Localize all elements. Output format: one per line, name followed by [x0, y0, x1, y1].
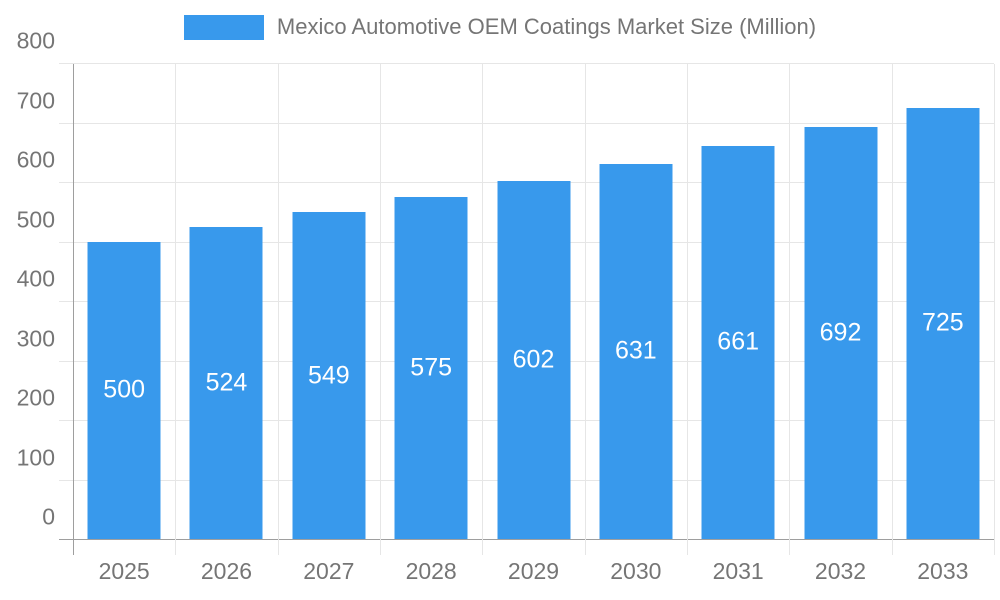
- bar: 575: [394, 196, 468, 539]
- bar: 524: [189, 227, 263, 539]
- y-tick-label: 0: [42, 503, 55, 530]
- bar: 500: [87, 241, 161, 539]
- y-tick-label: 600: [16, 146, 55, 173]
- x-tick-label: 2029: [507, 558, 560, 584]
- gridline-vertical: [482, 64, 484, 555]
- gridline-vertical: [686, 64, 688, 555]
- bar: 549: [292, 212, 366, 539]
- bar-value-label: 549: [307, 361, 350, 390]
- plot-area: 0 100 200 300 400 500 600 700 800 500 2025 524 2026 5…: [17, 29, 995, 583]
- x-tick-label: 2030: [610, 558, 662, 584]
- bar-value-label: 602: [512, 345, 555, 374]
- x-tick-label: 2026: [200, 558, 253, 584]
- bar-value-label: 575: [410, 353, 453, 382]
- legend-swatch-icon: [183, 14, 264, 40]
- bar-value-label: 631: [614, 336, 657, 365]
- y-tick-label: 100: [16, 444, 55, 470]
- gridline-vertical: [277, 64, 279, 555]
- y-tick-label: 400: [16, 265, 55, 292]
- bar-value-label: 661: [717, 327, 760, 356]
- x-tick-label: 2032: [814, 558, 867, 584]
- legend: Mexico Automotive OEM Coatings Market Si…: [0, 14, 1000, 40]
- gridline-horizontal: [59, 122, 994, 124]
- gridline-vertical: [379, 64, 381, 555]
- gridline-vertical: [891, 64, 893, 555]
- y-tick-label: 800: [16, 27, 55, 54]
- x-tick-label: 2025: [98, 558, 150, 584]
- x-tick-label: 2028: [405, 558, 457, 584]
- gridline-vertical: [584, 64, 586, 555]
- gridline-horizontal: [59, 63, 994, 64]
- legend-label: Mexico Automotive OEM Coatings Market Si…: [276, 14, 817, 39]
- x-tick-label: 2031: [712, 558, 764, 584]
- y-axis-line: [73, 64, 74, 555]
- bar: 692: [804, 127, 877, 539]
- bar-value-label: 524: [205, 368, 248, 397]
- x-tick-label: 2027: [303, 558, 355, 584]
- bar: 602: [497, 180, 570, 539]
- bar: 631: [599, 163, 673, 539]
- x-axis-line: [59, 539, 994, 540]
- bar: 725: [906, 107, 980, 539]
- bar: 661: [701, 145, 775, 539]
- gridline-vertical: [789, 64, 791, 555]
- x-tick-label: 2033: [917, 558, 969, 584]
- gridline-vertical: [175, 64, 177, 555]
- y-tick-label: 300: [16, 325, 55, 351]
- bar-value-label: 692: [819, 318, 862, 347]
- y-tick-label: 200: [16, 384, 55, 411]
- y-tick-label: 700: [16, 87, 55, 113]
- gridline-vertical: [994, 64, 995, 555]
- bar-value-label: 725: [921, 308, 964, 337]
- y-tick-label: 500: [16, 206, 55, 232]
- bar-value-label: 500: [103, 375, 146, 404]
